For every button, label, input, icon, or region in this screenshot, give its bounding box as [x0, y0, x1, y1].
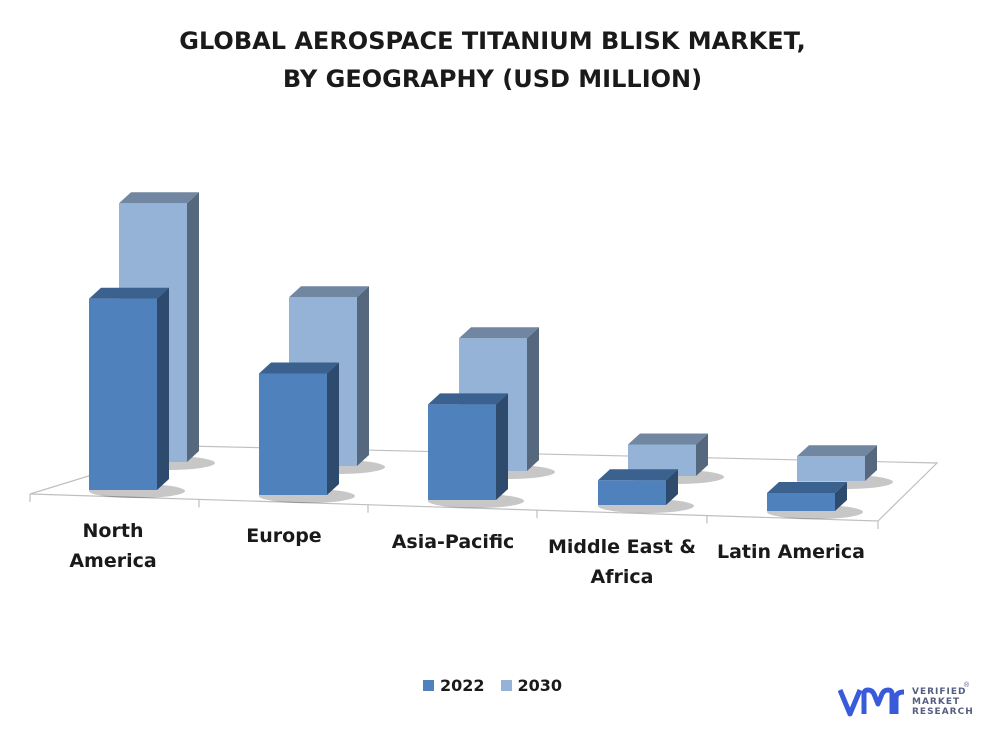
legend-label-2030: 2030	[517, 676, 563, 695]
bar-2022-middle-east-africa-front	[598, 480, 666, 505]
bar-2030-middle-east-africa-top	[628, 433, 708, 445]
legend: 2022 2030	[0, 676, 985, 695]
bar-2022-north-america-side	[157, 287, 169, 490]
bar-2022-north-america-top	[89, 287, 169, 299]
category-label: Europe	[199, 521, 369, 551]
bar-2030-europe-top	[289, 286, 369, 298]
brand-name-line-1: VERIFIED	[912, 687, 967, 697]
bar-2022-europe-front	[259, 373, 327, 495]
bar-2022-middle-east-africa-top	[598, 469, 678, 481]
brand-name: VERIFIED MARKET RESEARCH	[912, 687, 974, 717]
bar-2022-latin-america	[767, 482, 863, 519]
category-label: Latin America	[706, 537, 876, 567]
legend-label-2022: 2022	[439, 676, 485, 695]
legend-item-2030: 2030	[500, 676, 563, 695]
registered-mark: ®	[964, 682, 970, 689]
bar-2022-north-america	[89, 287, 185, 498]
category-label-line: Latin America	[716, 541, 866, 563]
category-label: Asia-Pacific	[368, 527, 538, 557]
bar-2022-europe	[259, 362, 355, 503]
brand-name-line-3: RESEARCH	[912, 707, 974, 717]
category-label-line: Asia-Pacific	[391, 531, 515, 553]
bar-2030-asia-pacific-side	[527, 327, 539, 471]
bar-2030-europe-side	[357, 286, 369, 466]
legend-item-2022: 2022	[422, 676, 485, 695]
legend-swatch-2030	[500, 680, 512, 691]
bar-2022-europe-side	[327, 362, 339, 495]
bar-2022-latin-america-front	[767, 493, 835, 511]
category-label-line: America	[69, 550, 157, 572]
bar-2030-north-america-side	[187, 192, 199, 462]
category-label-line: North	[82, 520, 144, 542]
bar-2022-europe-top	[259, 362, 339, 374]
category-label: Middle East & Africa	[537, 532, 707, 592]
bar-2030-asia-pacific-top	[459, 327, 539, 339]
bar-2030-latin-america-front	[797, 456, 865, 481]
chart-title-line-2: BY GEOGRAPHY (USD MILLION)	[282, 65, 703, 93]
legend-swatch-2022	[422, 680, 434, 691]
vmr-logo-icon	[838, 687, 905, 717]
brand-name-line-2: MARKET	[912, 697, 961, 707]
bar-2022-middle-east-africa-side	[666, 469, 678, 505]
bar-2030-middle-east-africa-side	[696, 433, 708, 476]
bar-2022-north-america-front	[89, 298, 157, 490]
bar-2022-asia-pacific-top	[428, 393, 508, 405]
chart-title-line-1: GLOBAL AEROSPACE TITANIUM BLISK MARKET,	[179, 27, 806, 55]
bar-2030-latin-america-top	[797, 445, 877, 457]
chart-title: GLOBAL AEROSPACE TITANIUM BLISK MARKET, …	[0, 22, 985, 98]
series-2022-bars	[89, 287, 863, 519]
bar-2022-asia-pacific-front	[428, 404, 496, 500]
bar-2022-asia-pacific	[428, 393, 524, 508]
brand-logo: VERIFIED MARKET RESEARCH ®	[838, 682, 978, 722]
bar-2030-north-america-top	[119, 192, 199, 204]
bar-2022-asia-pacific-side	[496, 393, 508, 500]
bar-2022-middle-east-africa	[598, 469, 694, 513]
category-label-line: Middle East &	[547, 536, 696, 558]
bar-2022-latin-america-top	[767, 482, 847, 493]
bar-2030-latin-america-side	[865, 445, 877, 481]
category-label: North America	[28, 516, 198, 576]
category-label-line: Europe	[246, 525, 322, 547]
category-label-line: Africa	[590, 566, 654, 588]
bar-2022-latin-america-side	[835, 482, 847, 511]
